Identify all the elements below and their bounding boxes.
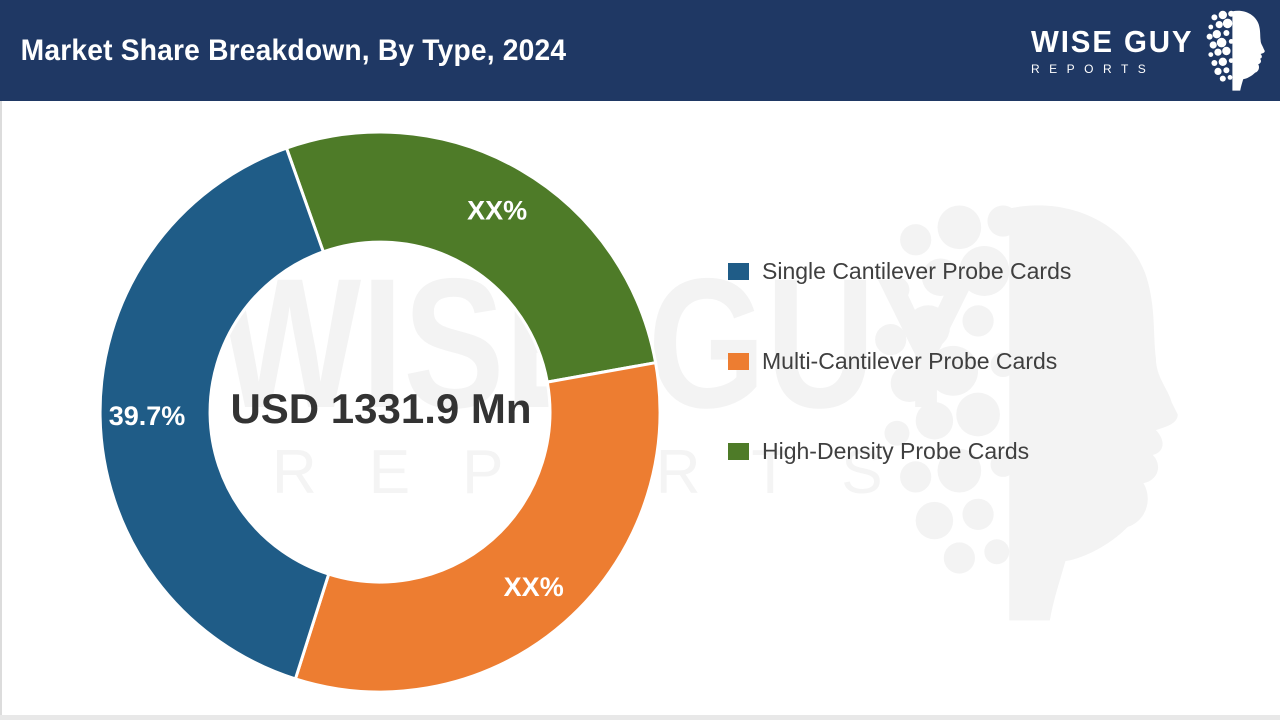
bottom-frame-line [0,715,1280,720]
segment-value-label-1: XX% [504,572,564,602]
logo-face-icon [1206,8,1266,94]
legend-label: Single Cantilever Probe Cards [762,257,1072,284]
left-frame-line [0,101,2,715]
donut-segment-1 [293,360,662,694]
legend-item-multi-cantilever: Multi-Cantilever Probe Cards [728,347,1071,375]
donut-segment-0 [284,130,658,384]
segment-value-label-2: 39.7% [109,401,186,431]
legend-item-high-density: High-Density Probe Cards [728,437,1071,465]
page-title: Market Share Breakdown, By Type, 2024 [20,33,567,67]
legend-swatch-blue [728,262,749,280]
logo-subtext: REPORTS [1030,61,1156,76]
chart-legend: Single Cantilever Probe Cards Multi-Cant… [728,257,1071,465]
logo-text: WISE GUY REPORTS [1031,26,1202,76]
legend-label: Multi-Cantilever Probe Cards [762,347,1058,374]
logo-wordmark: WISE GUY [1030,24,1194,60]
legend-swatch-orange [728,352,749,370]
header-bar: Market Share Breakdown, By Type, 2024 WI… [0,0,1280,101]
legend-label: High-Density Probe Cards [762,437,1030,464]
legend-item-single-cantilever: Single Cantilever Probe Cards [728,257,1071,285]
legend-swatch-green [728,442,749,460]
donut-chart: XX% XX% 39.7% [98,130,662,694]
chart-center-value: USD 1331.9 Mn [230,385,532,432]
segment-value-label-0: XX% [467,196,527,226]
donut-segment-2 [98,146,331,681]
wise-guy-logo: WISE GUY REPORTS [1031,6,1266,96]
